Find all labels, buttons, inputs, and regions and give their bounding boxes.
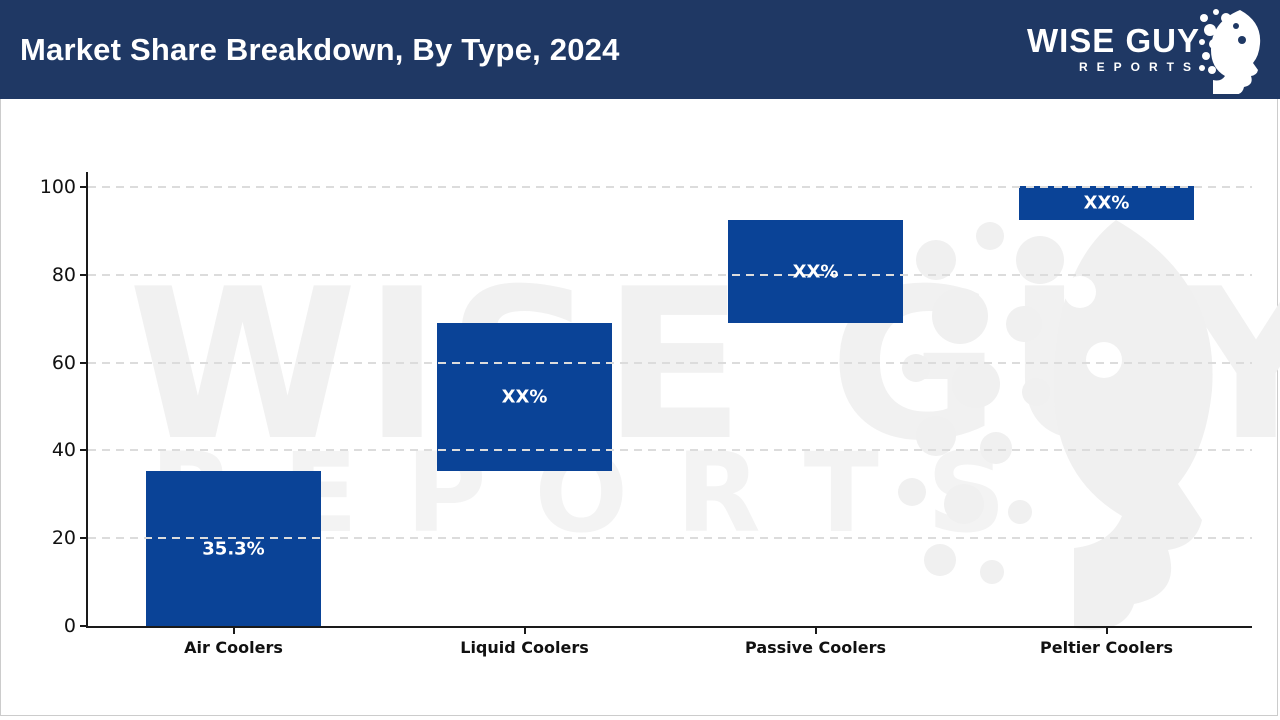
page-title: Market Share Breakdown, By Type, 2024 [20, 31, 620, 67]
x-axis-line [86, 626, 1252, 628]
wise-guy-logo: WISE GUY REPORTS [998, 0, 1268, 99]
y-gridline [88, 537, 1252, 540]
bar-value-label: XX% [792, 261, 839, 283]
bar-value-label: XX% [501, 386, 548, 408]
y-tick-label: 100 [39, 176, 76, 198]
x-tick-label: Passive Coolers [745, 638, 886, 657]
x-tick-mark [1105, 626, 1108, 634]
y-gridline [88, 449, 1252, 452]
x-tick-label: Liquid Coolers [460, 638, 589, 657]
y-tick-label: 60 [51, 351, 76, 374]
logo-wordmark: WISE GUY [1026, 22, 1200, 59]
waterfall-bar [1019, 185, 1194, 221]
y-gridline [88, 186, 1252, 188]
y-tick-mark [80, 186, 88, 188]
y-tick-label: 0 [63, 615, 76, 637]
header-bar: Market Share Breakdown, By Type, 2024 WI… [0, 0, 1280, 99]
logo-text: WISE GUY REPORTS [1026, 22, 1200, 75]
x-tick-mark [814, 626, 817, 634]
waterfall-bar [437, 323, 612, 472]
y-tick-label: 20 [51, 527, 76, 550]
waterfall-bar [146, 471, 321, 626]
wise-guy-face-icon [1199, 9, 1261, 94]
y-axis-line [86, 172, 88, 628]
y-gridline [88, 273, 1252, 276]
y-tick-mark [80, 273, 88, 276]
y-tick-mark [80, 537, 88, 540]
x-tick-mark [523, 626, 526, 634]
logo-subtitle: REPORTS [1078, 60, 1200, 74]
y-tick-label: 40 [51, 439, 76, 462]
y-tick-mark [80, 361, 88, 364]
waterfall-bar [728, 220, 903, 324]
y-tick-mark [80, 625, 88, 627]
y-gridline [88, 361, 1252, 364]
y-tick-mark [80, 449, 88, 452]
bar-value-label: 35.3% [202, 538, 265, 560]
bar-value-label: XX% [1083, 192, 1130, 214]
x-tick-mark [232, 626, 235, 634]
x-tick-label: Air Coolers [184, 638, 283, 657]
x-tick-label: Peltier Coolers [1040, 638, 1173, 657]
y-tick-label: 80 [51, 263, 76, 286]
